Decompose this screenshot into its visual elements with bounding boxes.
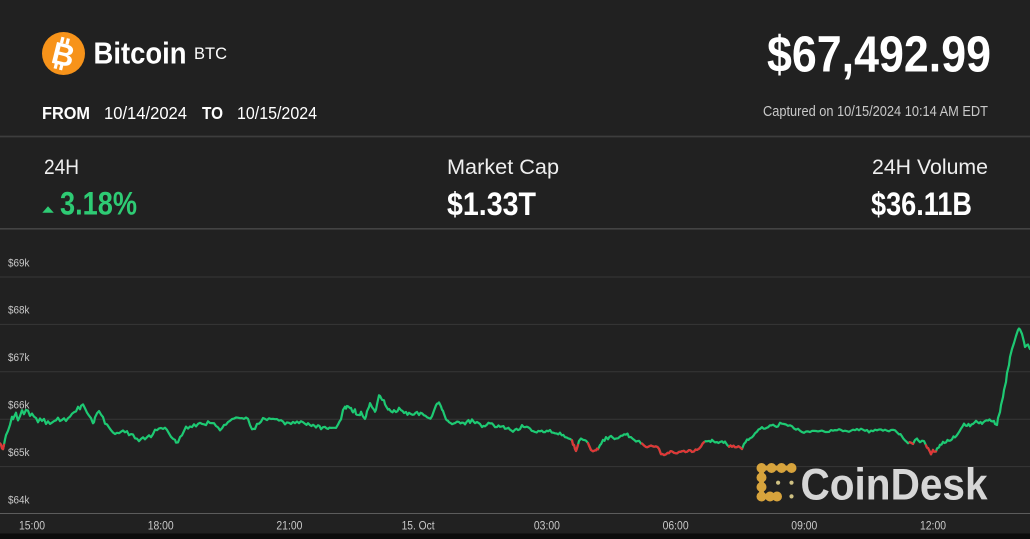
svg-text:10/15/2024: 10/15/2024 (237, 103, 317, 123)
svg-text:$67k: $67k (8, 352, 30, 364)
svg-text:$68k: $68k (8, 305, 30, 317)
svg-text:10/14/2024: 10/14/2024 (104, 103, 187, 123)
svg-text:24H: 24H (44, 155, 79, 179)
svg-text:21:00: 21:00 (276, 521, 302, 533)
svg-text:$64k: $64k (8, 494, 30, 506)
svg-text:$65k: $65k (8, 447, 30, 459)
svg-text:Bitcoin: Bitcoin (94, 36, 187, 70)
svg-text:24H Volume: 24H Volume (872, 155, 988, 179)
svg-text:Market Cap: Market Cap (447, 155, 559, 179)
svg-text:18:00: 18:00 (148, 521, 174, 533)
svg-text:15. Oct: 15. Oct (402, 521, 436, 533)
svg-text:09:00: 09:00 (791, 521, 817, 533)
svg-text:Captured on 10/15/2024 10:14 A: Captured on 10/15/2024 10:14 AM EDT (763, 103, 988, 120)
svg-text:$1.33T: $1.33T (447, 186, 536, 222)
svg-text:$66k: $66k (8, 400, 30, 412)
svg-text:BTC: BTC (194, 44, 227, 63)
svg-text:12:00: 12:00 (920, 521, 946, 533)
svg-text:06:00: 06:00 (663, 521, 689, 533)
svg-text:CoinDesk: CoinDesk (801, 460, 988, 509)
svg-text:03:00: 03:00 (534, 521, 560, 533)
svg-text:3.18%: 3.18% (60, 186, 137, 222)
svg-text:FROM: FROM (42, 103, 90, 123)
svg-text:$36.11B: $36.11B (871, 186, 972, 222)
svg-text:$67,492.99: $67,492.99 (767, 26, 991, 83)
svg-text:15:00: 15:00 (19, 521, 45, 533)
svg-text:$69k: $69k (8, 257, 30, 269)
svg-text:TO: TO (202, 103, 223, 123)
